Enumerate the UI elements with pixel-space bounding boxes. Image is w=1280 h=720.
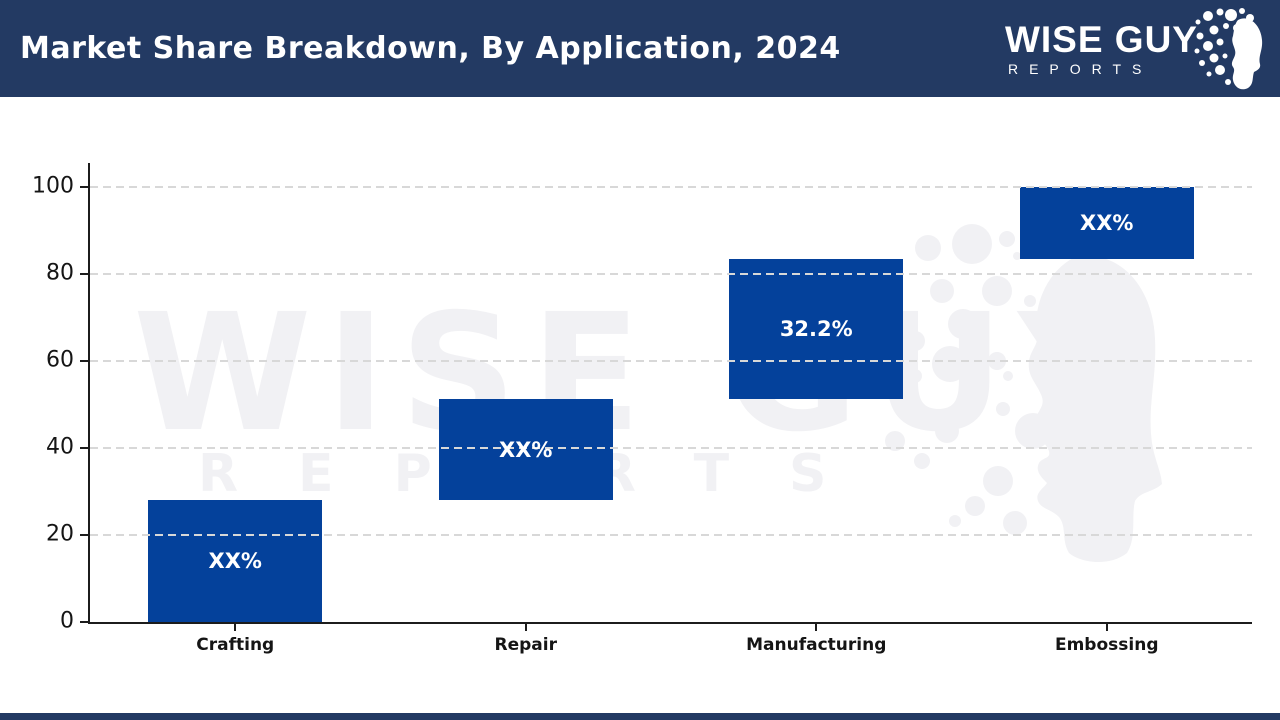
y-tick-mark xyxy=(80,272,88,275)
bar-crafting xyxy=(148,500,323,622)
gridline-20 xyxy=(90,533,1252,536)
gridline-40 xyxy=(90,446,1252,449)
x-axis-label-manufacturing: Manufacturing xyxy=(746,635,887,655)
x-tick-mark xyxy=(234,624,237,631)
y-tick-label: 60 xyxy=(46,347,74,373)
bar-embossing xyxy=(1019,186,1194,260)
y-tick-mark xyxy=(80,359,88,362)
y-tick-label: 80 xyxy=(46,260,74,286)
bar-manufacturing xyxy=(729,259,904,400)
y-tick-mark xyxy=(80,185,88,188)
logo-text-block: WISE GUY REPORTS xyxy=(1005,21,1198,77)
y-tick-label: 20 xyxy=(46,521,74,547)
y-tick-mark xyxy=(80,446,88,449)
bar-value-label-repair: XX% xyxy=(499,437,553,462)
x-tick-mark xyxy=(815,624,818,631)
bar-value-label-embossing: XX% xyxy=(1080,211,1134,236)
y-tick-mark xyxy=(80,621,88,623)
x-tick-mark xyxy=(524,624,527,631)
x-axis-label-crafting: Crafting xyxy=(196,635,275,655)
x-axis-label-embossing: Embossing xyxy=(1054,635,1159,655)
x-tick-mark xyxy=(1105,624,1108,631)
logo-subtext: REPORTS xyxy=(1007,60,1153,77)
bar-repair xyxy=(438,399,613,501)
gridline-80 xyxy=(90,272,1252,275)
y-tick-label: 100 xyxy=(32,173,74,199)
x-axis-label-repair: Repair xyxy=(494,635,557,655)
footer-bar xyxy=(0,713,1280,720)
watermark-face-icon xyxy=(885,224,1162,563)
y-tick-label: 40 xyxy=(46,434,74,460)
logo-face-icon xyxy=(1194,7,1263,89)
gridline-100 xyxy=(90,185,1252,188)
plot-area: 0 20 40 60 80 100 Crafting Repair Manufacturing E… xyxy=(32,163,1252,655)
bar-value-label-manufacturing: 32.2% xyxy=(779,317,853,342)
y-tick-label: 0 xyxy=(60,608,74,634)
y-tick-mark xyxy=(80,533,88,536)
bar-value-label-crafting: XX% xyxy=(208,549,262,574)
gridline-60 xyxy=(90,359,1252,362)
logo-wordmark: WISE GUY xyxy=(1004,18,1198,60)
page-title: Market Share Breakdown, By Application, … xyxy=(20,31,841,66)
header-bar: Market Share Breakdown, By Application, … xyxy=(0,0,1280,97)
wise-guy-logo: WISE GUY REPORTS xyxy=(1005,6,1266,92)
